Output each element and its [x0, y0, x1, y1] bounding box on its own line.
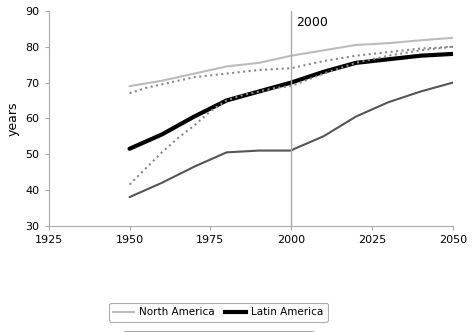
Text: 2000: 2000: [296, 16, 328, 29]
Y-axis label: years: years: [7, 101, 20, 135]
Legend: Europe, Africa, Asia: Europe, Africa, Asia: [123, 331, 314, 332]
